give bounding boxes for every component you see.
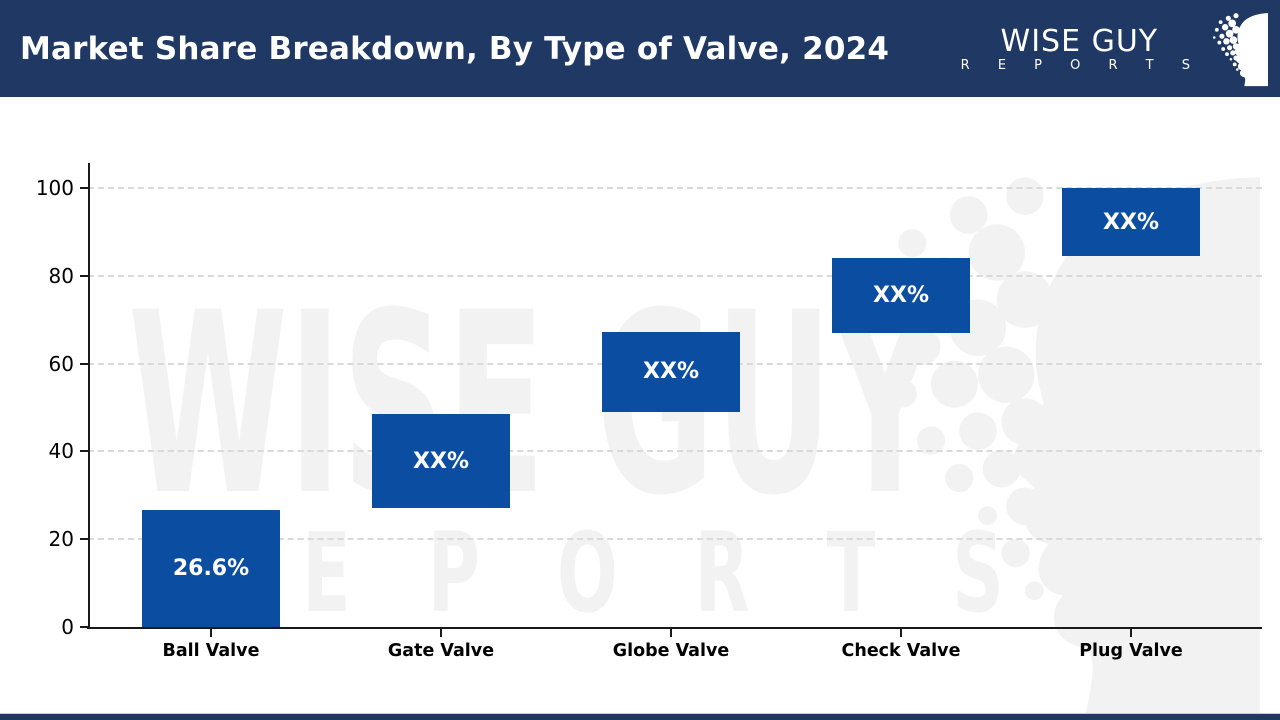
bar-value-label: 26.6% xyxy=(172,556,250,582)
bar-check-valve: XX% xyxy=(832,257,970,334)
y-axis-label: 20 xyxy=(48,527,74,552)
y-axis-tick xyxy=(80,362,88,365)
bar-plug-valve: XX% xyxy=(1062,188,1200,257)
x-axis-tick xyxy=(1130,629,1132,637)
header: Market Share Breakdown, By Type of Valve… xyxy=(0,0,1280,97)
footer-divider xyxy=(0,713,1280,714)
bar-gate-valve: XX% xyxy=(372,413,510,509)
x-axis-category-label: Check Valve xyxy=(841,641,961,661)
y-axis-label: 100 xyxy=(35,176,74,200)
y-axis-tick xyxy=(80,450,88,453)
y-axis-label: 80 xyxy=(48,263,74,288)
watermark-head-icon xyxy=(855,177,1260,713)
watermark-text-primary: WISE GUY xyxy=(128,259,938,550)
y-axis-label: 0 xyxy=(61,615,74,639)
brand-subname: R E P O R T S xyxy=(960,57,1202,73)
y-axis-line xyxy=(88,163,90,629)
x-axis-tick xyxy=(210,629,212,637)
bar-value-label: XX% xyxy=(643,359,699,385)
brand-logo: WISE GUY R E P O R T S xyxy=(957,8,1268,90)
x-axis-line xyxy=(87,627,1262,629)
bar-value-label: XX% xyxy=(413,448,469,474)
x-axis-category-label: Gate Valve xyxy=(387,641,495,661)
x-axis-category-label: Ball Valve xyxy=(162,641,260,661)
y-axis-label: 60 xyxy=(48,351,74,376)
bar-value-label: XX% xyxy=(873,283,929,309)
bar-ball-valve: 26.6% xyxy=(142,510,280,627)
gridline-40 xyxy=(88,450,1262,453)
bar-value-label: XX% xyxy=(1103,209,1159,235)
footer-bar xyxy=(0,714,1280,720)
y-axis-tick xyxy=(80,187,88,189)
y-axis-tick xyxy=(80,626,88,628)
y-axis-tick xyxy=(80,538,88,541)
brand-logo-text: WISE GUY R E P O R T S xyxy=(957,25,1202,73)
x-axis-tick xyxy=(670,629,672,637)
brand-name: WISE GUY xyxy=(1000,23,1159,59)
y-axis-label: 40 xyxy=(48,439,74,464)
y-axis-tick xyxy=(80,274,88,277)
watermark-text-secondary: R E P O R T S xyxy=(170,509,1030,637)
page-title: Market Share Breakdown, By Type of Valve… xyxy=(20,30,890,67)
gridline-100 xyxy=(88,187,1262,189)
gridline-20 xyxy=(88,538,1262,541)
x-axis-category-label: Globe Valve xyxy=(612,641,730,661)
x-axis-tick xyxy=(900,629,902,637)
x-axis-category-label: Plug Valve xyxy=(1079,641,1183,661)
bar-globe-valve: XX% xyxy=(602,331,740,413)
x-axis-tick xyxy=(440,629,442,637)
gridline-80 xyxy=(88,274,1262,277)
brand-head-icon xyxy=(1212,12,1268,86)
